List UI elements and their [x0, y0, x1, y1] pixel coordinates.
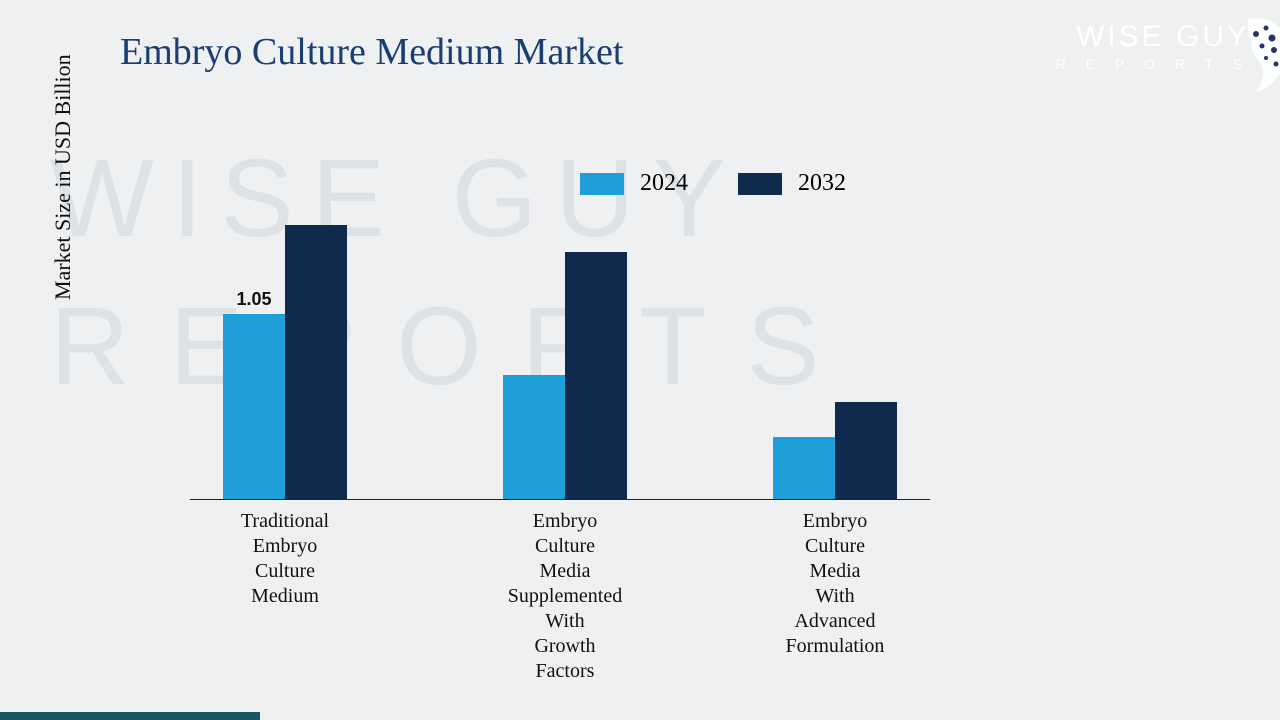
category-label: Embryo Culture Media With Advanced Formu…	[760, 509, 910, 659]
legend-item-2024: 2024	[580, 170, 688, 197]
page-title: Embryo Culture Medium Market	[120, 30, 960, 74]
bar-wrap: 1.05	[223, 314, 285, 499]
bar	[835, 402, 897, 499]
bar-group: Embryo Culture Media With Advanced Formu…	[760, 402, 910, 499]
chart-area: Market Size in USD Billion 2024 2032 1.0…	[60, 110, 960, 710]
main-panel: Embryo Culture Medium Market WISE GUY RE…	[0, 0, 960, 720]
category-label: Embryo Culture Media Supplemented With G…	[490, 509, 640, 684]
legend-label-2032: 2032	[798, 170, 846, 197]
bar	[773, 437, 835, 499]
bar	[285, 225, 347, 499]
legend-item-2032: 2032	[738, 170, 846, 197]
category-label: Traditional Embryo Culture Medium	[210, 509, 360, 609]
bar	[223, 314, 285, 499]
bar	[503, 375, 565, 499]
bar-wrap	[285, 225, 347, 499]
sidebar-semicircle	[960, 0, 1280, 720]
bar-group: 1.05Traditional Embryo Culture Medium	[210, 225, 360, 499]
bar-wrap	[835, 402, 897, 499]
legend: 2024 2032	[580, 170, 846, 197]
bar	[565, 252, 627, 499]
plot: 1.05Traditional Embryo Culture Medium Emb…	[190, 200, 930, 500]
y-axis-label: Market Size in USD Billion	[50, 54, 76, 300]
bottom-accent-bar	[0, 712, 260, 720]
legend-label-2024: 2024	[640, 170, 688, 197]
brand-name: WISE GUY	[1056, 22, 1250, 52]
sidebar: WISE GUY R E P O R T S	[960, 0, 1280, 720]
bar-wrap	[773, 437, 835, 499]
bar-group: Embryo Culture Media Supplemented With G…	[490, 252, 640, 499]
bar-wrap	[565, 252, 627, 499]
bar-value-label: 1.05	[223, 289, 285, 314]
legend-swatch-2024	[580, 173, 624, 195]
brand-logo: WISE GUY R E P O R T S	[1056, 22, 1250, 72]
bar-wrap	[503, 375, 565, 499]
legend-swatch-2032	[738, 173, 782, 195]
brand-subtitle: R E P O R T S	[1056, 56, 1250, 72]
